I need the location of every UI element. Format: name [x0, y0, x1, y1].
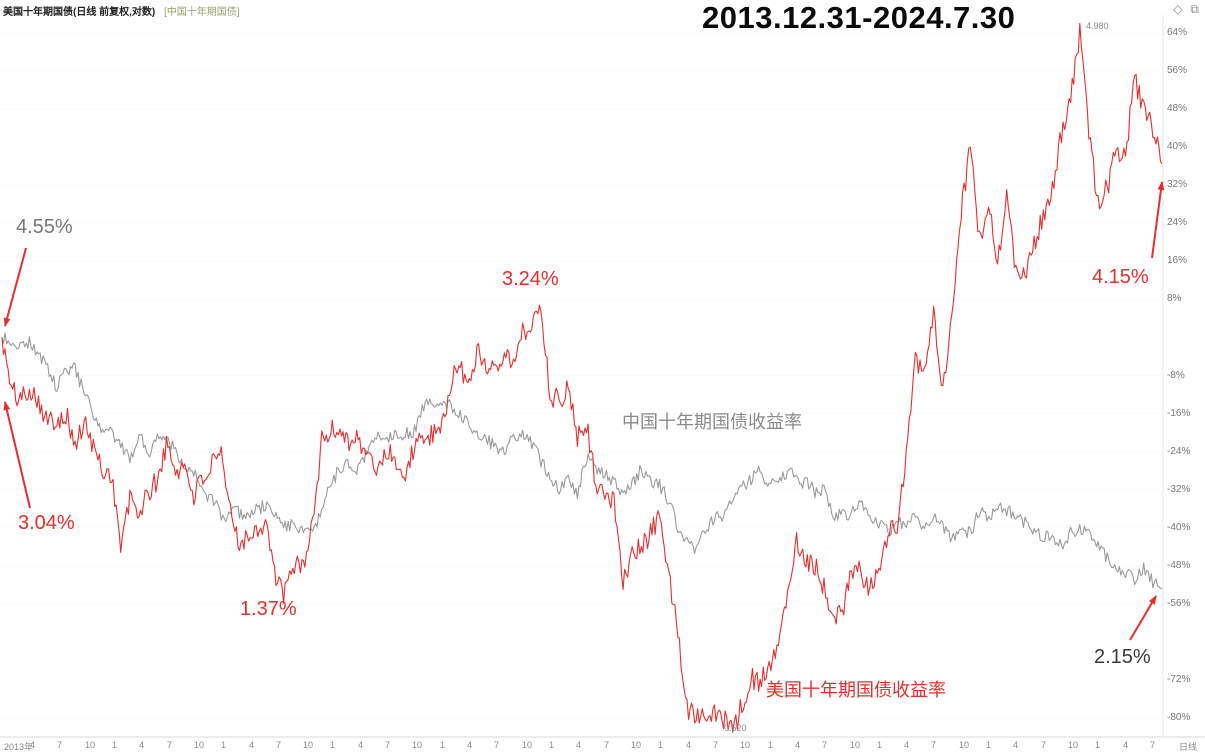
china-series-label: 中国十年期国债收益率 — [622, 412, 802, 432]
x-axis-tick-label: 10 — [194, 740, 205, 750]
y-axis-tick-label: -16% — [1167, 408, 1191, 419]
us-series-label: 美国十年期国债收益率 — [766, 680, 946, 700]
x-axis-tick-label: 10 — [412, 740, 423, 750]
y-axis-tick-label: -40% — [1167, 522, 1191, 533]
annotation-us-peak-value: 4.980 — [1086, 21, 1109, 31]
x-axis-tick-label: 7 — [167, 740, 173, 750]
x-axis-tick-label: 4 — [795, 740, 801, 750]
x-axis-tick-label: 1 — [1095, 740, 1101, 750]
x-axis-tick-label: 4 — [1123, 740, 1129, 750]
annotation-us-low-2016: 1.37% — [240, 598, 297, 620]
x-axis-tick-label: 10 — [1068, 740, 1079, 750]
annotation-arrow — [3, 401, 31, 509]
diamond-icon[interactable]: ◇ — [1173, 2, 1183, 16]
y-axis-tick-label: -56% — [1167, 598, 1191, 609]
y-axis-tick-label: 64% — [1167, 27, 1188, 38]
x-axis-tick-label: 10 — [303, 740, 314, 750]
x-axis-tick-label: 4 — [249, 740, 255, 750]
x-axis-tick-label: 7 — [276, 740, 282, 750]
x-axis-tick-label: 4 — [686, 740, 692, 750]
x-axis-tick-label: 1 — [549, 740, 555, 750]
x-axis-tick-label: 1 — [877, 740, 883, 750]
y-axis-tick-label: 24% — [1167, 217, 1188, 228]
annotation-china-end: 2.15% — [1094, 646, 1151, 668]
x-axis-tick-label: 1 — [221, 740, 227, 750]
x-axis: 2013年 4 7 10 1 4 7 10 1 4 7 10 1 4 7 10 1 4 7 10 1 4 7 10 1 4 7 10… — [0, 740, 1205, 755]
x-axis-tick-label: 4 — [1013, 740, 1019, 750]
y-axis-tick-label: -48% — [1167, 560, 1191, 571]
china-line — [1, 332, 1163, 590]
x-axis-tick-label: 10 — [850, 740, 861, 750]
annotation-us-peak-2018: 3.24% — [502, 268, 559, 290]
x-axis-tick-label: 10 — [631, 740, 642, 750]
y-axis-tick-label: 56% — [1167, 65, 1188, 76]
x-axis-tick-label: 10 — [740, 740, 751, 750]
annotation-china-start: 4.55% — [16, 216, 73, 238]
us-line — [1, 22, 1163, 733]
toolbar: ◇ ⧉ — [1173, 2, 1199, 17]
annotation-us-end: 4.15% — [1092, 266, 1149, 288]
x-axis-tick-label: 7 — [1150, 740, 1156, 750]
x-axis-tick-label: 7 — [57, 740, 63, 750]
x-axis-tick-label: 1 — [440, 740, 446, 750]
y-axis-tick-label: 48% — [1167, 103, 1188, 114]
y-axis-tick-label: 32% — [1167, 179, 1188, 190]
annotation-us-low-value: 0.520 — [724, 723, 747, 733]
x-axis-tick-label: 7 — [385, 740, 391, 750]
header: 美国十年期国债(日线 前复权,对数) [中国十年期国债] — [3, 3, 240, 18]
annotation-arrow — [3, 247, 27, 327]
x-axis-tick-label: 4 — [904, 740, 910, 750]
period-label[interactable]: 日线 — [1178, 742, 1197, 752]
y-axis-tick-label: 16% — [1167, 255, 1188, 266]
x-axis-tick-label: 7 — [604, 740, 610, 750]
annotation-arrow — [1151, 181, 1165, 259]
x-axis-tick-label: 7 — [494, 740, 500, 750]
x-axis-tick-label: 1 — [658, 740, 664, 750]
instrument-title: 美国十年期国债(日线 前复权,对数) — [3, 7, 156, 18]
date-range-title: 2013.12.31-2024.7.30 — [702, 0, 1016, 35]
x-axis-tick-label: 7 — [931, 740, 937, 750]
y-axis-tick-label: 40% — [1167, 141, 1188, 152]
x-axis-tick-label: 10 — [522, 740, 533, 750]
y-axis-tick-label: -80% — [1167, 712, 1191, 723]
x-axis-tick-label: 4 — [30, 740, 36, 750]
overlay-instrument-label[interactable]: [中国十年期国债] — [164, 7, 240, 18]
y-axis-tick-label: -72% — [1167, 674, 1191, 685]
y-axis-tick-label: 8% — [1167, 293, 1182, 304]
panel-icon[interactable]: ⧉ — [1190, 2, 1199, 16]
x-axis-tick-label: 7 — [713, 740, 719, 750]
x-axis-tick-label: 4 — [358, 740, 364, 750]
x-axis-tick-label: 10 — [959, 740, 970, 750]
x-axis-tick-label: 4 — [576, 740, 582, 750]
x-axis-tick-label: 7 — [822, 740, 828, 750]
y-axis-tick-label: -8% — [1167, 370, 1185, 381]
x-axis-tick-label: 10 — [85, 740, 96, 750]
x-axis-tick-label: 1 — [986, 740, 992, 750]
x-axis-tick-label: 1 — [768, 740, 774, 750]
x-axis-tick-label: 1 — [112, 740, 118, 750]
annotation-arrow — [1129, 595, 1157, 641]
x-axis-start-label: 2013年 — [4, 742, 34, 752]
y-axis-tick-label: -24% — [1167, 446, 1191, 457]
y-axis-tick-label: -32% — [1167, 484, 1191, 495]
x-axis-tick-label: 4 — [139, 740, 145, 750]
x-axis-tick-label: 1 — [330, 740, 336, 750]
x-axis-tick-label: 4 — [467, 740, 473, 750]
x-axis-tick-label: 7 — [1041, 740, 1047, 750]
annotation-us-start: 3.04% — [18, 512, 75, 534]
